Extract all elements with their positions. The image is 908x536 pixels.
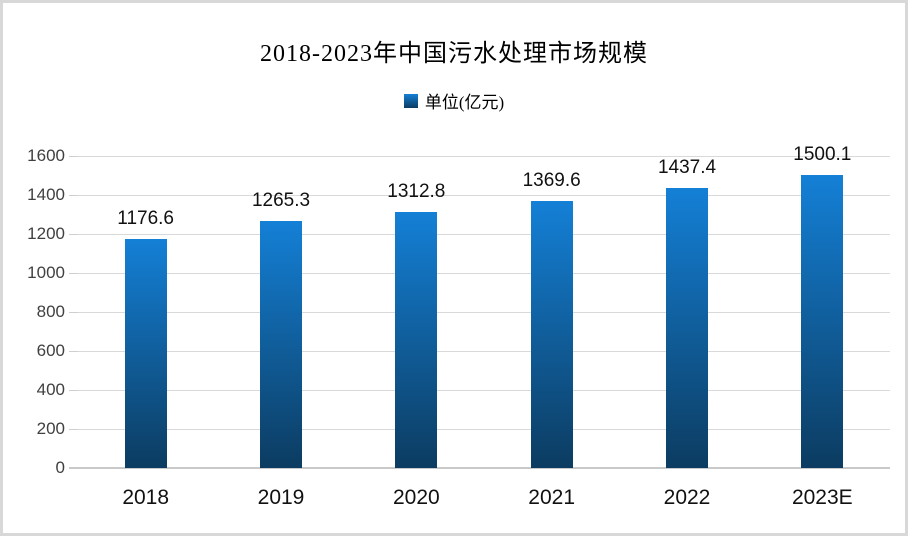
x-axis-line <box>69 467 890 469</box>
y-axis-label: 1600 <box>27 146 65 165</box>
plot-area: 0 200 400 600 800 1000 1200 1400 1600 1176.6 2018 1… <box>27 144 890 509</box>
chart-title: 2018-2023年中国污水处理市场规模 <box>260 41 648 67</box>
legend-swatch-icon <box>403 93 418 108</box>
y-axis-label: 800 <box>36 302 65 321</box>
gridline <box>78 350 890 352</box>
x-axis-label: 2021 <box>528 486 576 509</box>
bar-2023E <box>801 175 844 468</box>
gridline <box>78 155 890 157</box>
y-axis-label: 600 <box>36 341 65 360</box>
y-axis-tick <box>69 311 78 313</box>
bar-2021 <box>530 200 573 468</box>
x-axis-label: 2020 <box>392 486 440 509</box>
legend-label: 单位(亿元) <box>424 93 505 112</box>
y-axis-label: 1400 <box>27 185 65 204</box>
x-axis-label: 2019 <box>257 486 305 509</box>
y-axis-label: 200 <box>36 419 65 438</box>
bar-2022 <box>666 187 708 468</box>
gridline <box>78 233 890 235</box>
gridline <box>78 389 890 391</box>
y-axis-label: 1200 <box>27 224 65 243</box>
bar-value-label: 1437.4 <box>657 156 717 178</box>
bar-value-label: 1176.6 <box>117 207 174 229</box>
gridline <box>78 428 890 430</box>
legend: 单位(亿元) <box>3 88 905 113</box>
bar-value-label: 1369.6 <box>522 169 581 191</box>
gridline <box>78 272 890 274</box>
y-axis-tick <box>69 350 78 352</box>
bar-2020 <box>395 212 438 468</box>
y-axis-tick <box>69 155 78 157</box>
x-axis-label: 2018 <box>122 486 170 509</box>
y-axis-label: 1000 <box>27 263 65 282</box>
x-axis-label: 2022 <box>663 486 711 509</box>
y-axis-tick <box>69 233 78 235</box>
gridline <box>78 311 890 313</box>
gridline <box>78 194 890 196</box>
y-axis-tick <box>69 428 78 430</box>
bar-value-label: 1500.1 <box>793 144 852 166</box>
bar-2018 <box>124 238 167 468</box>
bar-2019 <box>260 221 302 468</box>
x-axis-label: 2023E <box>791 486 853 509</box>
y-axis-label: 400 <box>36 380 65 399</box>
bar-value-label: 1265.3 <box>251 190 311 212</box>
y-axis-tick <box>69 272 78 274</box>
y-axis-label: 0 <box>55 458 65 477</box>
y-axis-tick <box>69 194 78 196</box>
bar-value-label: 1312.8 <box>387 181 446 202</box>
y-axis-tick <box>69 389 78 391</box>
